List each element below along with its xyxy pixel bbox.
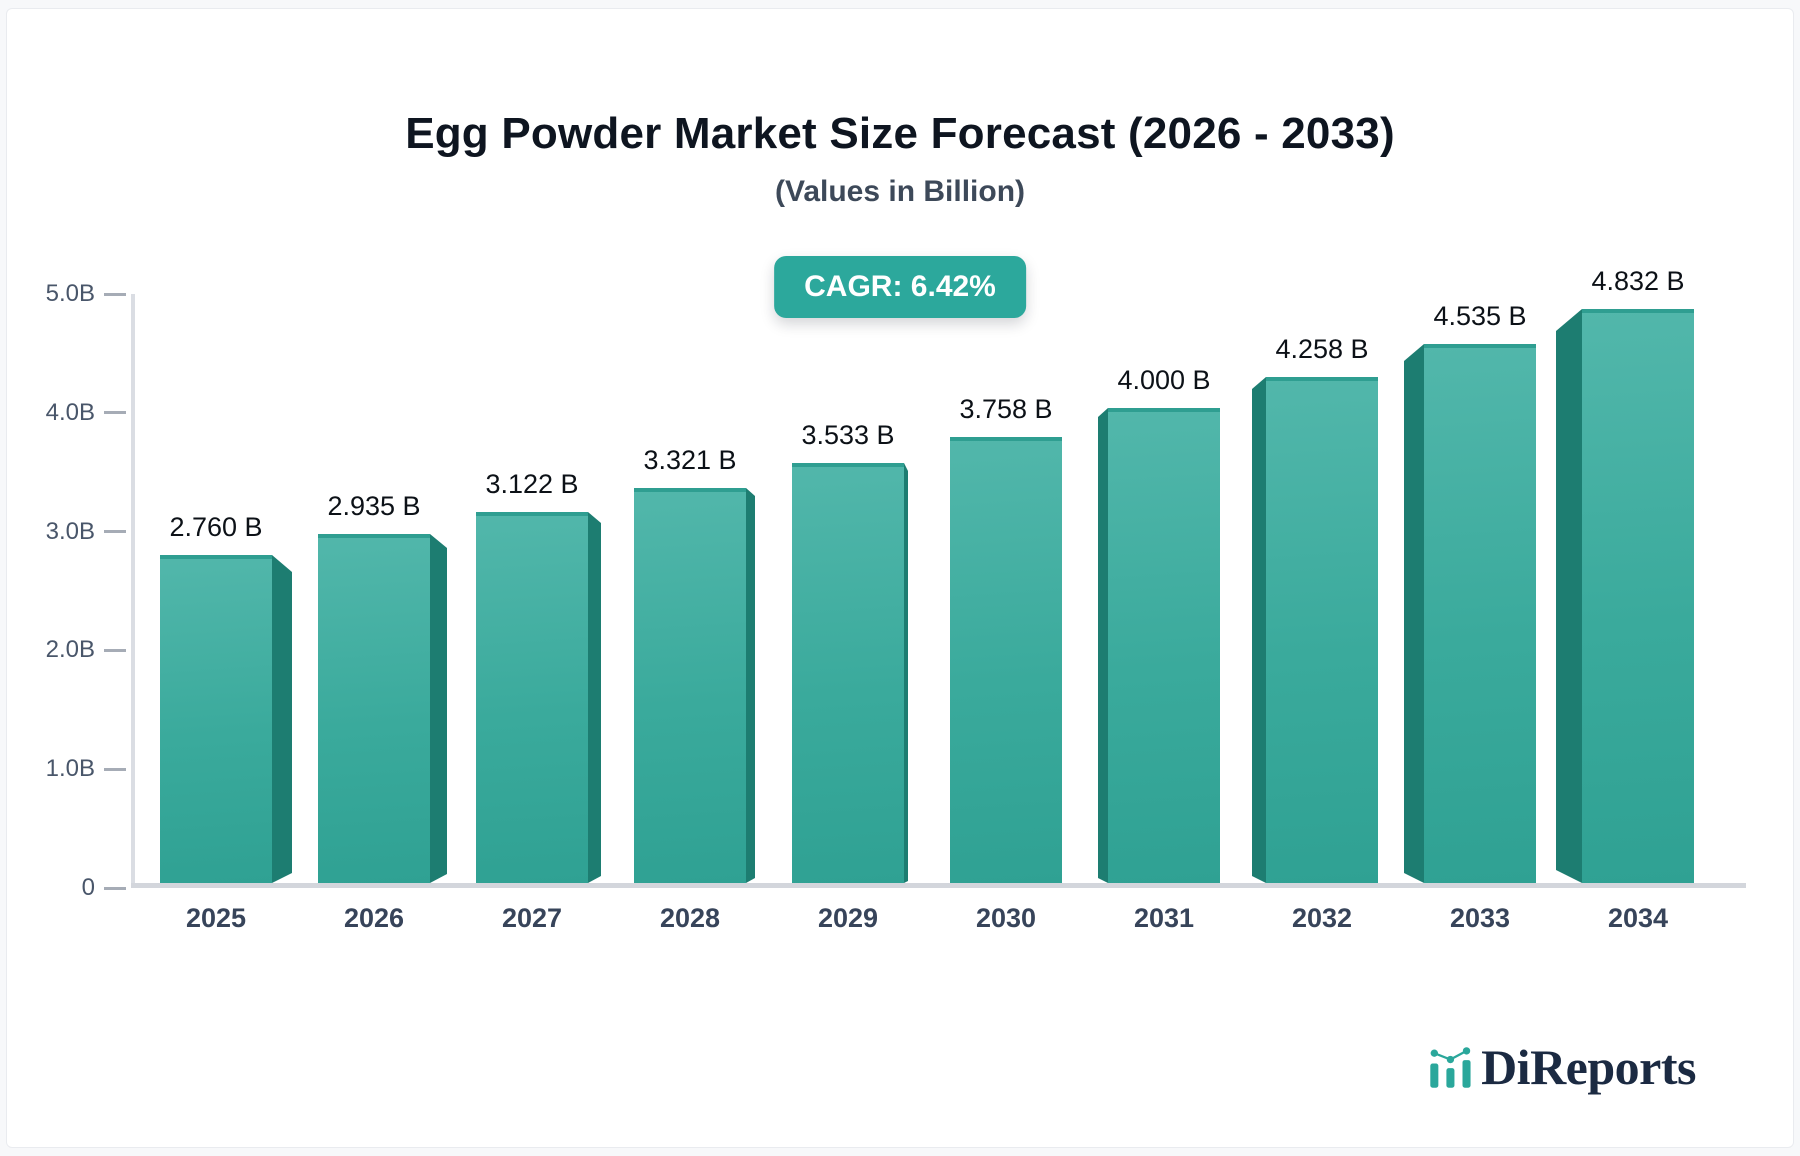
x-axis-line <box>131 883 1746 888</box>
bar-side-face <box>1252 377 1266 883</box>
bar-value-label: 4.000 B <box>1117 365 1211 395</box>
y-tick-label: 3.0B <box>45 517 95 545</box>
x-tick-label-2032: 2032 <box>1291 903 1353 933</box>
y-tick-label: 0 <box>81 874 95 901</box>
x-tick-label-2027: 2027 <box>501 903 563 933</box>
bar-side-face <box>1404 344 1424 883</box>
bar-value-label: 3.122 B <box>485 469 579 499</box>
bar-2025 <box>160 555 272 883</box>
x-tick-label-2025: 2025 <box>185 903 247 933</box>
y-tick-mark <box>104 648 126 652</box>
y-tick-label: 5.0B <box>45 280 95 307</box>
y-tick-mark <box>104 767 126 771</box>
x-tick-label-2034: 2034 <box>1607 903 1669 933</box>
chart-title: Egg Powder Market Size Forecast (2026 - … <box>405 109 1395 158</box>
logo-text: DiReports <box>1481 1039 1696 1095</box>
y-tick-mark <box>104 411 126 415</box>
bar-value-label: 3.533 B <box>801 420 895 450</box>
bar-chart-logo-icon <box>1430 1047 1471 1088</box>
bar-value-label: 2.935 B <box>327 491 421 521</box>
bar-2026 <box>318 534 430 883</box>
bar-value-label: 4.832 B <box>1591 266 1685 296</box>
bar-2034 <box>1582 309 1694 883</box>
plot-area: 0 1.0B 2.0B 3.0B 4.0B 5.0B 2.760 B 2025 2.935 B 2… <box>46 266 1746 933</box>
x-tick-label-2030: 2030 <box>975 903 1037 933</box>
y-tick-mark <box>104 530 126 534</box>
bar-2032 <box>1266 377 1378 883</box>
y-tick-label: 2.0B <box>45 636 95 664</box>
bar-side-face <box>1556 309 1582 883</box>
direports-logo: DiReports <box>1428 1041 1696 1093</box>
x-tick-label-2029: 2029 <box>817 903 879 933</box>
bar-side-face <box>1098 408 1108 883</box>
bar-value-label: 3.321 B <box>643 445 737 475</box>
y-tick-label: 1.0B <box>45 755 95 783</box>
bar-side-face <box>430 534 447 883</box>
y-axis-line <box>131 294 135 888</box>
x-tick-label-2033: 2033 <box>1449 903 1511 933</box>
x-tick-label-2026: 2026 <box>343 903 405 933</box>
cagr-badge: CAGR: 6.42% <box>774 256 1026 318</box>
bar-value-label: 4.258 B <box>1275 334 1369 364</box>
bar-side-face <box>588 512 601 883</box>
y-tick-mark <box>104 292 126 296</box>
bar-2033 <box>1424 344 1536 883</box>
bar-2027 <box>476 512 588 883</box>
bar-value-label: 2.760 B <box>169 512 263 542</box>
bar-side-face <box>272 555 292 883</box>
bar-2028 <box>634 488 746 883</box>
bar-side-face <box>904 463 908 883</box>
bar-2030 <box>950 437 1062 883</box>
bar-value-label: 4.535 B <box>1433 301 1527 331</box>
x-tick-label-2031: 2031 <box>1133 903 1195 933</box>
chart-subtitle: (Values in Billion) <box>774 175 1026 208</box>
bar-side-face <box>746 488 755 883</box>
bar-2029 <box>792 463 904 883</box>
bar-value-label: 3.758 B <box>959 394 1053 424</box>
chart-card: Egg Powder Market Size Forecast (2026 - … <box>6 8 1794 1148</box>
bar-2031 <box>1108 408 1220 883</box>
y-tick-mark <box>104 886 126 890</box>
x-tick-label-2028: 2028 <box>659 903 721 933</box>
y-tick-label: 4.0B <box>45 398 95 426</box>
